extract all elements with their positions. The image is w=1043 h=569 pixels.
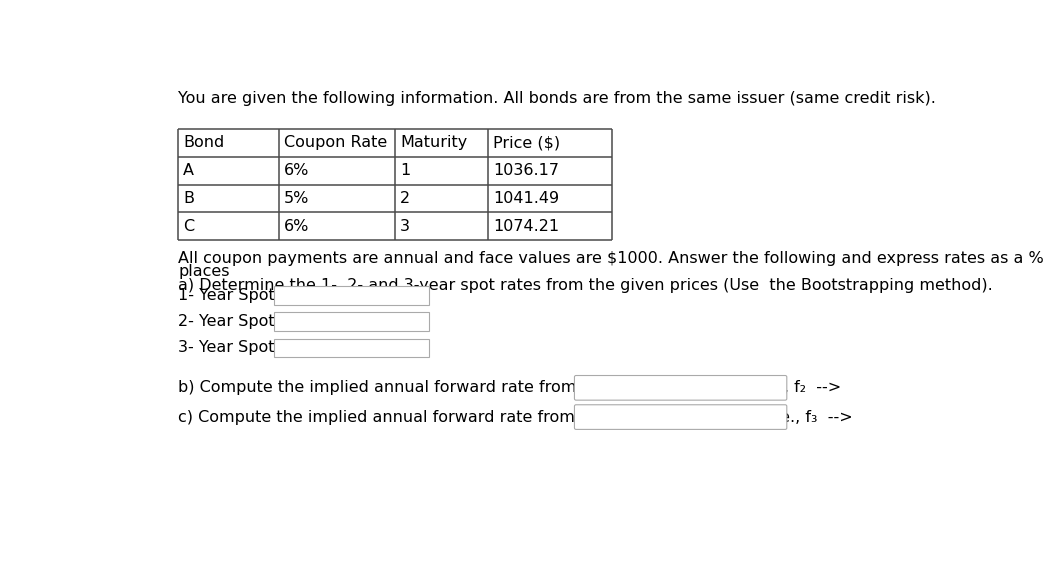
Text: b) Compute the implied annual forward rate from year one to year two, i.e., f₂  : b) Compute the implied annual forward ra… (178, 380, 842, 395)
FancyBboxPatch shape (575, 376, 786, 400)
FancyBboxPatch shape (273, 339, 429, 357)
Text: 3: 3 (401, 218, 410, 234)
Text: c) Compute the implied annual forward rate from year two to year three, i.e., f₃: c) Compute the implied annual forward ra… (178, 410, 853, 424)
Text: 1036.17: 1036.17 (493, 163, 559, 178)
FancyBboxPatch shape (273, 286, 429, 304)
Text: 6%: 6% (284, 163, 309, 178)
Text: 1- Year Spot rate is: 1- Year Spot rate is (178, 288, 331, 303)
Text: 1: 1 (401, 163, 410, 178)
Text: B: B (184, 191, 194, 206)
FancyBboxPatch shape (273, 312, 429, 331)
FancyBboxPatch shape (575, 405, 786, 430)
Text: 1074.21: 1074.21 (493, 218, 559, 234)
Text: A: A (184, 163, 194, 178)
Text: places: places (178, 264, 229, 279)
Text: 2- Year Spot rate is: 2- Year Spot rate is (178, 314, 331, 329)
Text: All coupon payments are annual and face values are $1000. Answer the following a: All coupon payments are annual and face … (178, 251, 1043, 266)
Text: 3- Year Spot rate is: 3- Year Spot rate is (178, 340, 331, 355)
Text: You are given the following information. All bonds are from the same issuer (sam: You are given the following information.… (178, 90, 937, 106)
Text: Maturity: Maturity (401, 135, 467, 150)
Text: 2: 2 (401, 191, 410, 206)
Text: Coupon Rate: Coupon Rate (284, 135, 387, 150)
Text: C: C (184, 218, 194, 234)
Text: Bond: Bond (184, 135, 224, 150)
Text: Price ($): Price ($) (493, 135, 560, 150)
Text: 5%: 5% (284, 191, 309, 206)
Text: 1041.49: 1041.49 (493, 191, 559, 206)
Text: a) Determine the 1-, 2- and 3-year spot rates from the given prices (Use  the Bo: a) Determine the 1-, 2- and 3-year spot … (178, 278, 993, 294)
Text: 6%: 6% (284, 218, 309, 234)
